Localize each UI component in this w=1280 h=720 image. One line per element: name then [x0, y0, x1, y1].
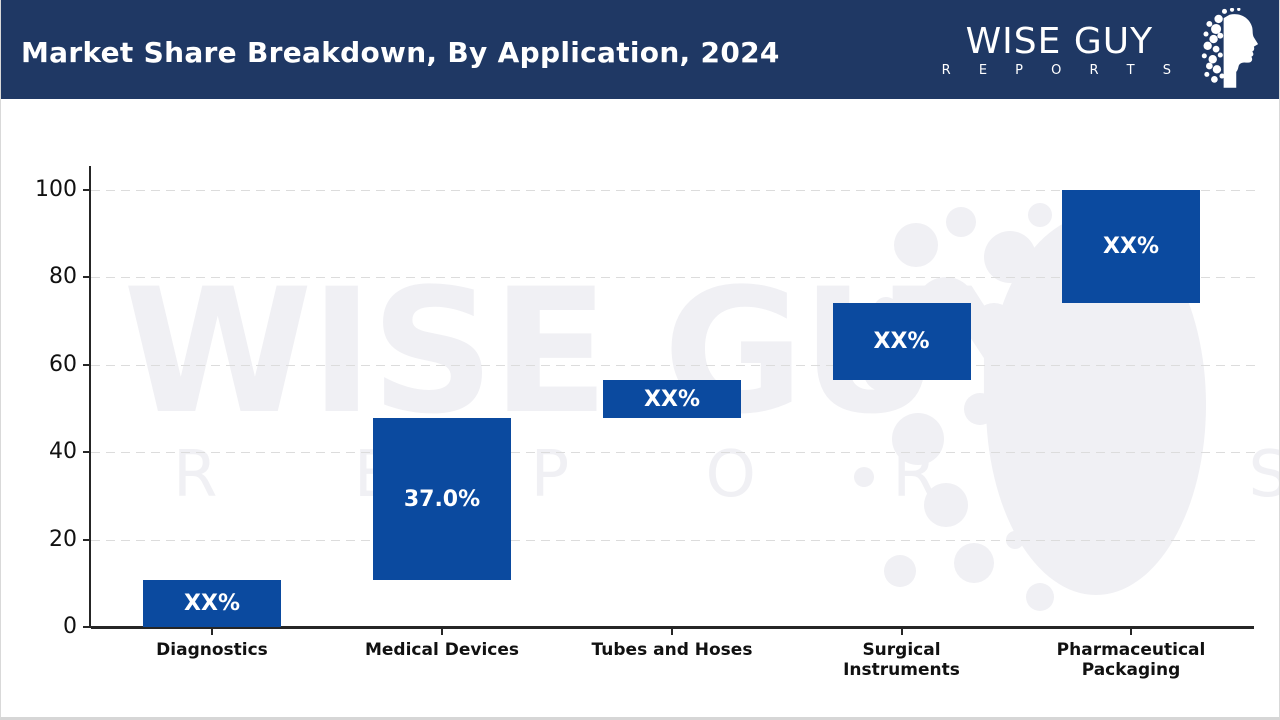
bar-label-pharmaceutical: XX% — [1103, 233, 1159, 259]
x-category-label-pharmaceutical: Pharmaceutical Packaging — [1056, 640, 1206, 680]
y-tick-label: 60 — [49, 351, 77, 377]
bar-label-tubes-and-hoses: XX% — [644, 386, 700, 412]
y-tick-label: 40 — [49, 439, 77, 464]
bar-label-medical-devices: 37.0% — [403, 486, 481, 512]
header: Market Share Breakdown, By Application, … — [1, 0, 1279, 99]
gridline — [91, 364, 1259, 366]
gridline — [91, 539, 1259, 541]
face-profile-icon — [1201, 8, 1259, 88]
y-tick-label: 80 — [49, 264, 77, 289]
y-tick-mark — [83, 538, 91, 541]
x-tick-mark — [441, 627, 443, 635]
gridline — [91, 452, 1259, 453]
waterfall-chart: 0 20 40 60 80 100 XX% Diagnostics 37.0% Medical D… — [1, 99, 1279, 717]
y-tick-mark — [83, 451, 91, 453]
x-tick-mark — [211, 627, 213, 635]
x-tick-mark — [900, 627, 903, 635]
x-category-label-diagnostics: Diagnostics — [156, 640, 268, 660]
logo-text: WISE GUY R E P O R T S — [936, 21, 1183, 79]
gridline — [91, 189, 1259, 191]
y-axis — [89, 166, 91, 627]
page-title: Market Share Breakdown, By Application, … — [21, 36, 780, 69]
bar-pharmaceutical: XX% — [1062, 189, 1200, 304]
bar-surgical: XX% — [832, 303, 971, 381]
gridline — [91, 277, 1259, 278]
y-tick-mark — [83, 626, 91, 628]
y-tick-label: 100 — [35, 176, 77, 202]
bar-tubes-and-hoses: XX% — [603, 380, 741, 419]
y-tick-mark — [83, 276, 91, 278]
y-tick-label: 0 — [63, 614, 77, 639]
x-tick-mark — [1130, 627, 1132, 635]
bar-label-diagnostics: XX% — [184, 591, 240, 617]
wise-guy-logo: WISE GUY R E P O R T S — [936, 4, 1269, 96]
x-category-label-tubes-and-hoses: Tubes and Hoses — [591, 640, 753, 660]
bar-diagnostics: XX% — [143, 580, 281, 627]
logo-wordmark: WISE GUY — [965, 21, 1154, 62]
x-tick-mark — [671, 627, 673, 635]
x-category-label-surgical: Surgical Instruments — [843, 640, 960, 680]
y-tick-mark — [83, 363, 91, 366]
y-tick-label: 20 — [49, 526, 77, 552]
logo-subtext: R E P O R T S — [941, 63, 1183, 78]
bar-medical-devices: 37.0% — [373, 418, 511, 581]
x-category-label-medical-devices: Medical Devices — [364, 640, 519, 660]
y-tick-mark — [83, 188, 91, 191]
bar-label-surgical: XX% — [873, 329, 930, 355]
